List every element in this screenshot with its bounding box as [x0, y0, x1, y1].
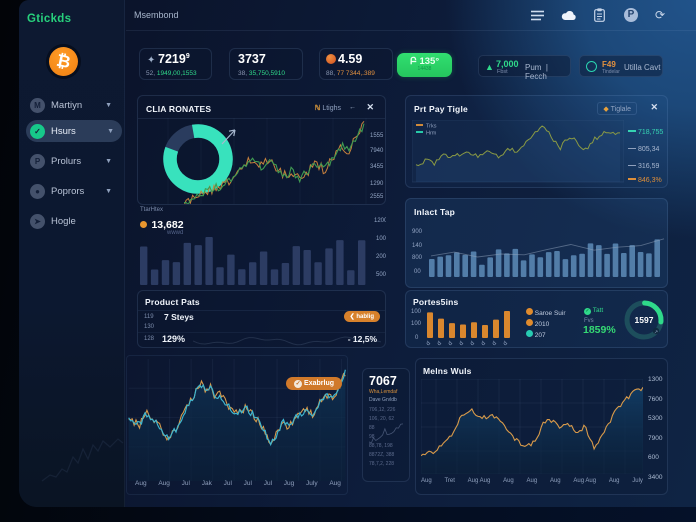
svg-text:7940: 7940: [370, 148, 384, 154]
svg-text:100: 100: [411, 321, 422, 327]
svg-text:00: 00: [414, 269, 421, 275]
svg-text:Hrm: Hrm: [426, 131, 437, 137]
svg-text:140: 140: [412, 243, 423, 249]
svg-text:200: 200: [376, 254, 386, 260]
svg-text:d: d: [447, 341, 454, 347]
svg-text:d: d: [491, 341, 498, 347]
svg-text:100: 100: [411, 309, 422, 315]
svg-text:3455: 3455: [370, 164, 384, 170]
svg-text:Trks: Trks: [426, 124, 437, 130]
svg-text:d: d: [469, 341, 476, 347]
svg-text:100: 100: [376, 236, 386, 242]
svg-text:↗: ↗: [654, 330, 658, 336]
svg-text:d: d: [436, 341, 443, 347]
svg-text:0: 0: [415, 335, 419, 341]
svg-text:900: 900: [412, 229, 423, 235]
svg-text:2555: 2555: [370, 194, 384, 200]
svg-text:d: d: [425, 341, 432, 347]
svg-text:1200: 1200: [374, 218, 386, 224]
svg-text:d: d: [502, 341, 509, 347]
svg-text:d: d: [458, 341, 465, 347]
svg-text:1290: 1290: [370, 181, 384, 187]
svg-text:1555: 1555: [370, 133, 384, 139]
svg-text:800: 800: [412, 255, 423, 261]
svg-text:500: 500: [376, 272, 386, 278]
svg-text:d: d: [480, 341, 487, 347]
svg-text:1597: 1597: [635, 315, 654, 325]
